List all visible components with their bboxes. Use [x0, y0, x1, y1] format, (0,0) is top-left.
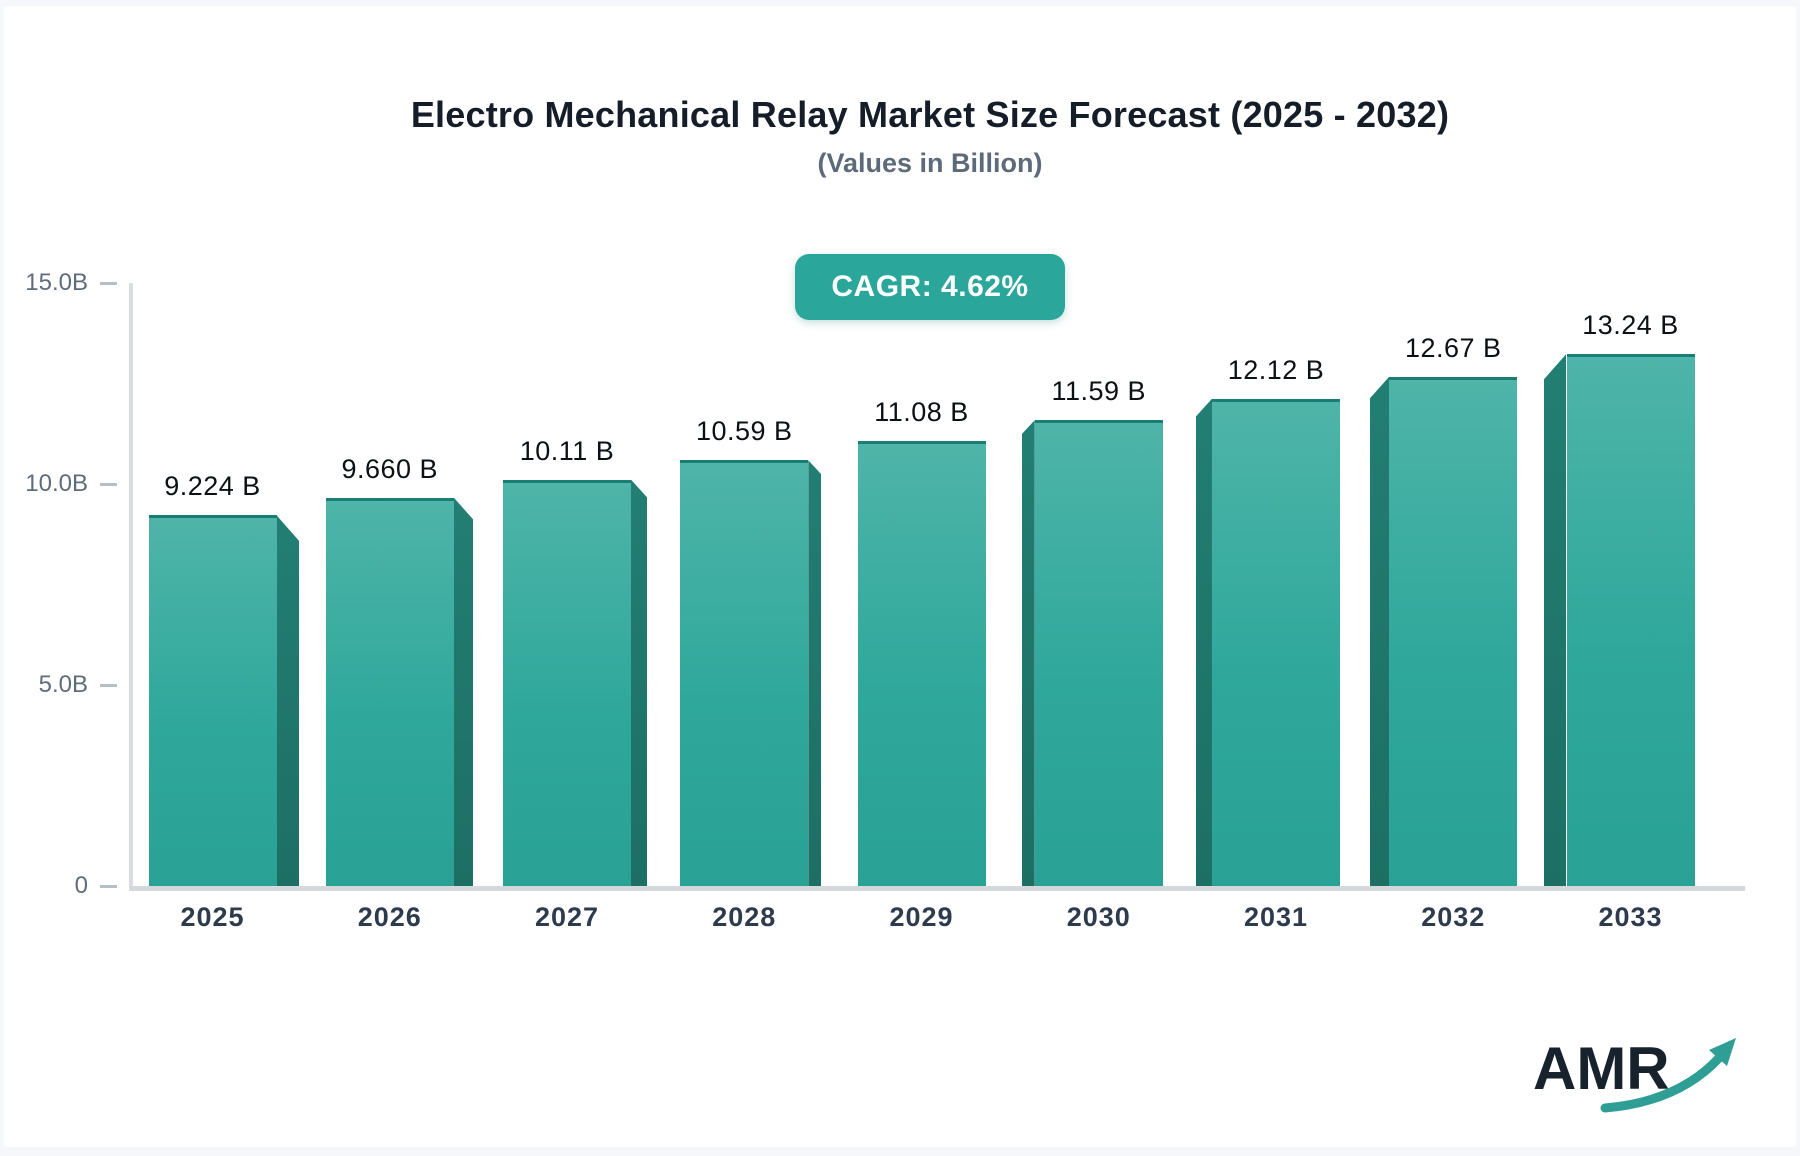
- bar-side-face: [1543, 353, 1567, 886]
- bar-value-label: 9.660 B: [341, 453, 439, 484]
- x-axis-category-label: 2028: [712, 902, 777, 932]
- bar-2029: [857, 440, 986, 886]
- x-axis-category-label: 2030: [1066, 902, 1131, 932]
- trend-up-arrow-icon: [1600, 1038, 1736, 1113]
- bar-side-face: [1021, 420, 1035, 886]
- bar-value-label: 13.24 B: [1582, 309, 1679, 340]
- cagr-badge: CAGR: 4.62%: [795, 254, 1065, 320]
- bar-2025: [148, 515, 277, 886]
- bar-side-face: [453, 497, 474, 886]
- bar-side-face: [1195, 398, 1212, 886]
- bar-2031: [1212, 398, 1340, 886]
- y-axis-tick-label: 10.0B: [25, 470, 88, 497]
- bar-value-label: 11.59 B: [1051, 376, 1147, 407]
- bar-2032: [1389, 376, 1518, 886]
- y-axis-tick-mark: [100, 483, 117, 486]
- bar-side-face: [276, 515, 300, 886]
- bar-2026: [325, 497, 454, 886]
- y-axis-tick-label: 5.0B: [38, 671, 88, 698]
- bar-value-label: 11.08 B: [874, 396, 969, 427]
- y-axis-tick-mark: [100, 885, 117, 888]
- x-axis-category-label: 2027: [534, 902, 600, 932]
- bar-side-face: [808, 460, 822, 886]
- bar-value-label: 10.59 B: [695, 416, 793, 447]
- x-axis-category-label: 2031: [1243, 902, 1309, 932]
- y-axis-tick-label: 15.0B: [25, 269, 88, 296]
- bar-value-label: 12.12 B: [1227, 354, 1325, 385]
- y-axis-line: [129, 283, 133, 891]
- bar-side-face: [631, 479, 648, 886]
- x-axis-category-label: 2029: [889, 902, 954, 932]
- y-axis-tick-mark: [100, 684, 117, 687]
- bar-value-label: 10.11 B: [519, 435, 615, 466]
- chart-subtitle: (Values in Billion): [817, 148, 1043, 178]
- x-axis-category-label: 2025: [180, 902, 245, 932]
- bar-2033: [1566, 353, 1695, 886]
- bar-side-face: [1369, 376, 1390, 886]
- bar-2027: [503, 479, 631, 886]
- bar-value-label: 12.67 B: [1404, 332, 1502, 363]
- amr-logo: AMR: [1533, 1022, 1763, 1122]
- chart-title: Electro Mechanical Relay Market Size For…: [410, 94, 1450, 135]
- bar-2028: [680, 460, 809, 886]
- amr-logo-text: AMR: [1533, 1035, 1670, 1102]
- y-axis-tick-mark: [100, 282, 117, 285]
- bar-2030: [1034, 420, 1163, 886]
- x-axis-category-label: 2026: [357, 902, 422, 932]
- x-axis-baseline: [129, 886, 1745, 891]
- x-axis-category-label: 2032: [1421, 902, 1486, 932]
- bar-value-label: 9.224 B: [164, 471, 261, 502]
- cagr-badge-label: CAGR: 4.62%: [831, 270, 1029, 303]
- y-axis-tick-label: 0: [74, 872, 88, 899]
- x-axis-category-label: 2033: [1598, 902, 1663, 932]
